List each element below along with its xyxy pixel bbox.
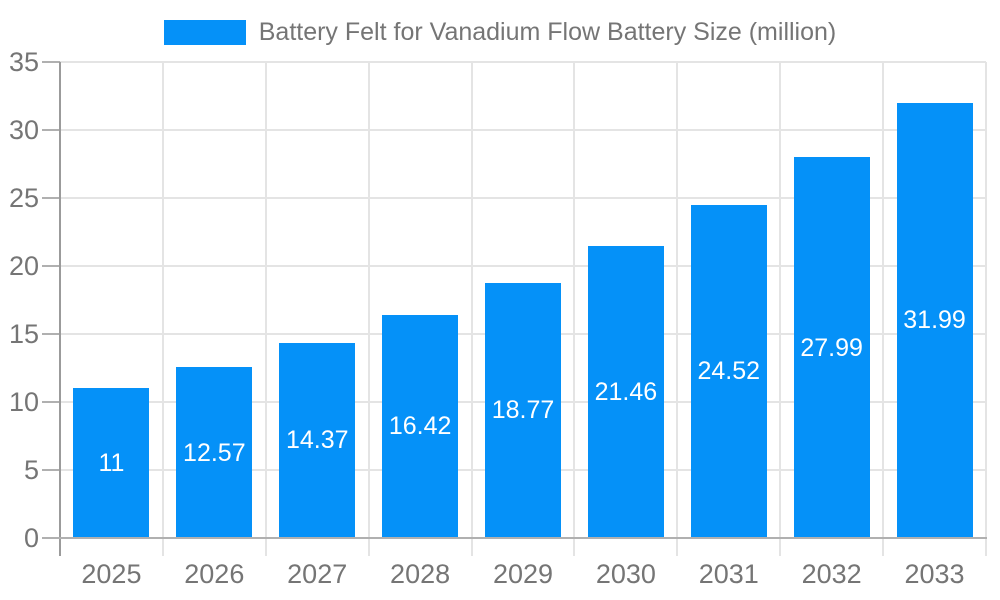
h-gridline [60,197,986,199]
v-gridline [882,62,885,556]
bar: 21.46 [587,246,664,538]
v-gridline [367,62,370,556]
chart-title: Battery Felt for Vanadium Flow Battery S… [258,18,837,46]
bar-value-label: 16.42 [388,412,452,441]
y-tick-label: 5 [23,455,39,485]
y-tick-label: 15 [8,319,39,349]
y-axis-tick [42,197,60,199]
y-axis-tick [42,61,60,63]
bar: 24.52 [690,204,767,538]
x-tick-label: 2027 [287,559,348,589]
legend-swatch [163,19,246,45]
y-axis-tick [42,537,60,539]
bar-value-label: 12.57 [183,438,246,467]
v-gridline [264,62,267,556]
bar: 27.99 [793,157,870,538]
x-tick-label: 2033 [904,559,965,589]
v-gridline [676,62,679,556]
bar-value-label: 31.99 [903,306,966,335]
v-gridline [573,62,576,556]
v-gridline [779,62,782,556]
bar: 14.37 [279,342,356,538]
x-tick-label: 2032 [801,559,862,589]
bar-value-label: 21.46 [594,378,658,407]
x-tick-label: 2031 [698,559,759,589]
y-axis-tick [42,469,60,471]
bar-value-label: 27.99 [800,333,863,362]
bar: 16.42 [382,314,459,538]
y-tick-label: 10 [8,387,39,417]
y-tick-label: 25 [8,183,39,213]
y-tick-label: 30 [8,115,39,145]
bar-value-label: 11 [98,449,125,478]
bar: 11 [73,388,150,538]
y-tick-label: 20 [8,251,39,281]
x-tick-label: 2026 [184,559,245,589]
h-gridline [60,61,986,63]
y-axis-tick [42,265,60,267]
v-gridline [161,62,164,556]
bar-value-label: 14.37 [285,426,349,455]
y-axis-tick [42,129,60,131]
y-axis-line [59,62,61,556]
x-tick-label: 2029 [492,559,554,589]
bar-value-label: 24.52 [697,357,761,386]
h-gridline [60,129,986,131]
h-gridline [60,265,986,267]
x-tick-label: 2030 [595,559,656,589]
bar-value-label: 18.77 [491,396,555,425]
bar: 31.99 [896,102,973,538]
chart-legend: Battery Felt for Vanadium Flow Battery S… [0,18,1000,46]
v-gridline [470,62,473,556]
v-gridline [985,62,987,556]
y-tick-label: 35 [8,47,39,77]
x-axis-line [59,537,987,539]
bar: 12.57 [176,367,253,538]
y-axis-tick [42,333,60,335]
x-tick-label: 2025 [81,559,142,589]
x-tick-label: 2028 [390,559,451,589]
y-axis-tick [42,401,60,403]
y-tick-label: 0 [23,523,39,553]
bar: 18.77 [485,282,561,538]
